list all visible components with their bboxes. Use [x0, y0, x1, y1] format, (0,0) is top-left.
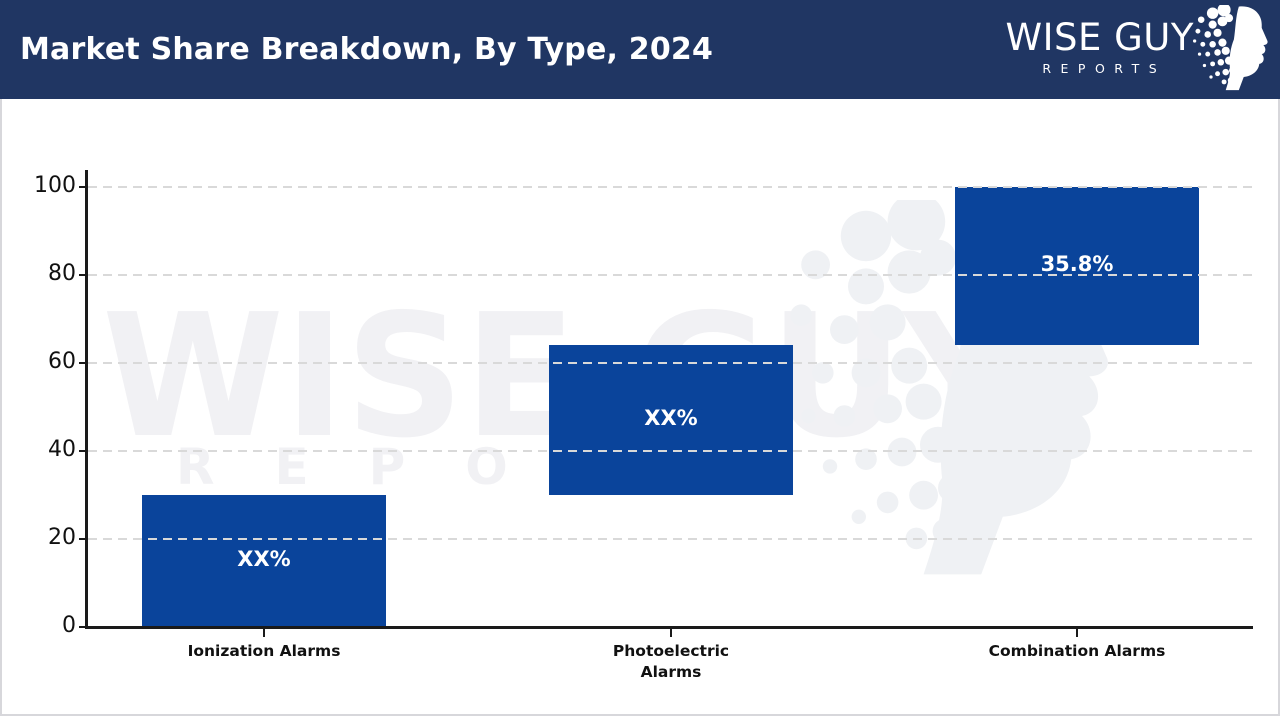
y-gridline [88, 450, 1253, 452]
brand-name: WISE GUY [1005, 16, 1194, 59]
y-tick-label: 40 [48, 437, 76, 462]
y-axis [85, 170, 88, 629]
y-tick-label: 20 [48, 525, 76, 550]
x-tick-mark [263, 629, 265, 637]
y-tick-label: 80 [48, 261, 76, 286]
y-tick-label: 60 [48, 349, 76, 374]
x-category-label: Ionization Alarms [187, 642, 341, 660]
y-tick-mark [79, 362, 87, 364]
y-tick-label: 100 [34, 173, 76, 198]
y-tick-mark [79, 274, 87, 276]
bar-value-label: 35.8% [1040, 251, 1114, 276]
y-tick-mark [79, 538, 87, 540]
brand-logo: WISE GUY REPORTS [1006, 0, 1272, 99]
y-gridline [88, 186, 1253, 188]
x-category-label: Photoelectric Alarms [612, 642, 730, 681]
x-tick-mark [1076, 629, 1078, 637]
bar [142, 495, 386, 627]
y-tick-mark [79, 626, 87, 628]
y-tick-mark [79, 186, 87, 188]
x-tick-mark [670, 629, 672, 637]
y-tick-label: 0 [62, 613, 76, 638]
bar-value-label: XX% [237, 547, 291, 571]
brand-face-dots-icon [1193, 5, 1268, 91]
y-gridline [88, 362, 1253, 364]
y-gridline [88, 274, 1253, 276]
chart-title: Market Share Breakdown, By Type, 2024 [20, 32, 714, 67]
x-axis [85, 626, 1253, 629]
y-gridline [88, 538, 1253, 540]
header-band: Market Share Breakdown, By Type, 2024 WI… [0, 0, 1280, 99]
bar [549, 344, 793, 495]
bar-value-label: XX% [644, 405, 698, 430]
y-tick-mark [79, 450, 87, 452]
x-category-label: Combination Alarms [988, 642, 1166, 660]
bar [955, 187, 1199, 345]
brand-logo-text: WISE GUY REPORTS [1005, 16, 1194, 76]
brand-subtitle: REPORTS [1042, 60, 1167, 76]
